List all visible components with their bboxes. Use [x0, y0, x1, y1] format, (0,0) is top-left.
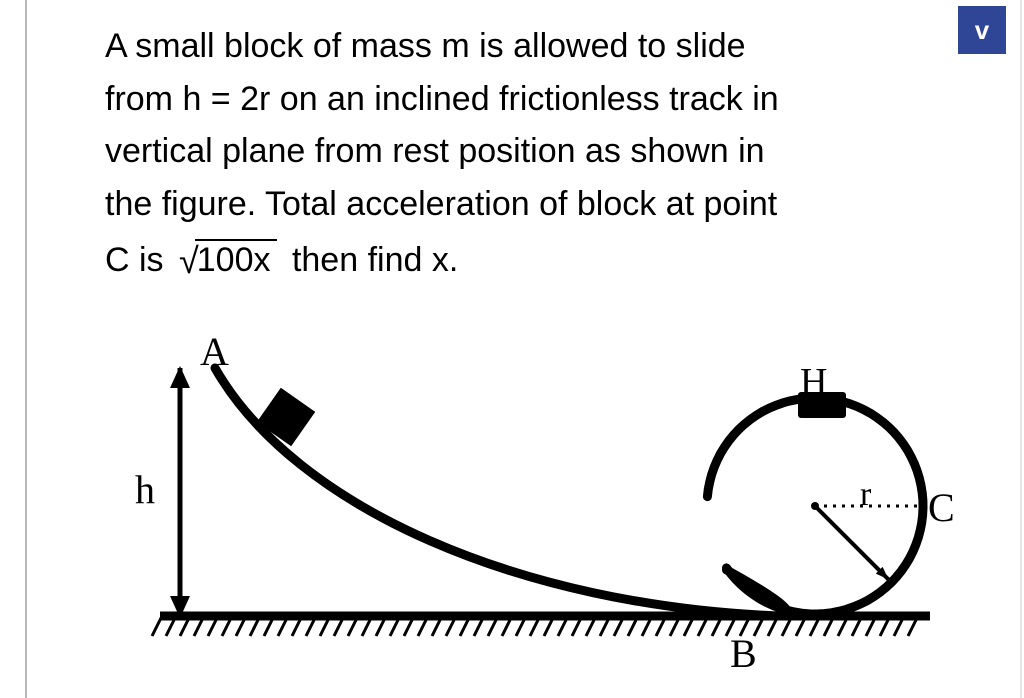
radical-icon: √	[179, 240, 199, 281]
label-A: A	[200, 328, 229, 375]
label-C: C	[928, 484, 955, 531]
figure: A h H r C B	[100, 336, 950, 676]
right-margin-rule	[1020, 0, 1022, 698]
label-B: B	[730, 630, 757, 677]
v-badge[interactable]: v	[958, 6, 1006, 54]
page: v A small block of mass m is allowed to …	[0, 0, 1024, 698]
question-line-2: from h = 2r on an inclined frictionless …	[105, 73, 925, 126]
sqrt-expression: √100x	[179, 231, 277, 287]
label-r: r	[860, 476, 869, 514]
question-line-1: A small block of mass m is allowed to sl…	[105, 20, 925, 73]
label-h: h	[135, 466, 155, 513]
radicand: 100x	[195, 239, 277, 279]
question-line-3: vertical plane from rest position as sho…	[105, 125, 925, 178]
question-line-5: C is √100x then find x.	[105, 231, 925, 287]
question-text: A small block of mass m is allowed to sl…	[105, 20, 925, 287]
question-line-5-suffix: then find x.	[283, 241, 459, 279]
question-line-4: the figure. Total acceleration of block …	[105, 178, 925, 231]
question-line-5-prefix: C is	[105, 241, 173, 279]
v-badge-label: v	[975, 15, 989, 45]
left-margin-rule	[25, 0, 27, 698]
label-H: H	[800, 360, 827, 404]
